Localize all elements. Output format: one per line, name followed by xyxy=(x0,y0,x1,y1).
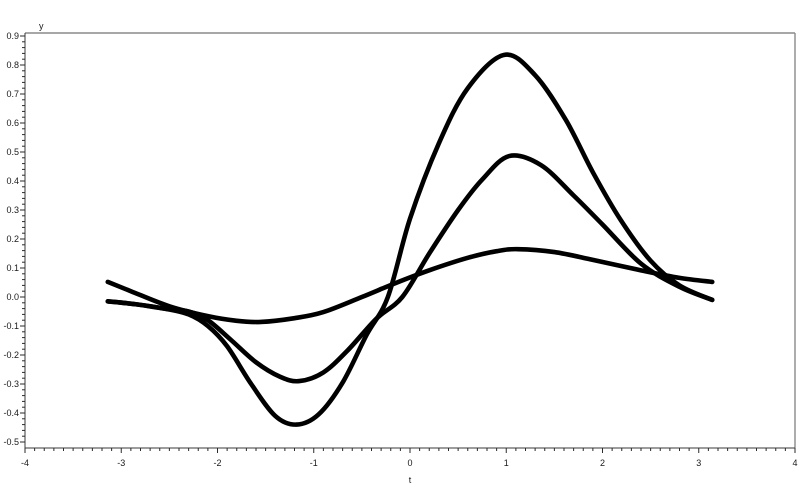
curve-series-1-large-amplitude xyxy=(105,52,715,427)
y-tick-label: 0.6 xyxy=(6,118,19,128)
y-tick-label: 0.5 xyxy=(6,147,19,157)
x-tick-label: 0 xyxy=(407,458,412,468)
y-tick-label: 0.2 xyxy=(6,234,19,244)
y-axis-ticks: 0.9 0.8 0.7 0.6 0.5 0.4 0.3 0.2 0.1 0.0 -0.1 -0.2 -0… xyxy=(3,31,25,447)
y-tick-label: 0.9 xyxy=(6,31,19,41)
curves xyxy=(105,52,715,427)
x-tick-label: -2 xyxy=(213,458,221,468)
y-tick-label: -0.4 xyxy=(3,408,19,418)
y-tick-label: 0.8 xyxy=(6,60,19,70)
y-tick-label: 0.0 xyxy=(6,292,19,302)
x-tick-label: 4 xyxy=(792,458,797,468)
y-tick-label: -0.3 xyxy=(3,379,19,389)
y-tick-label: 0.7 xyxy=(6,89,19,99)
y-tick-label: 0.3 xyxy=(6,205,19,215)
x-tick-label: -3 xyxy=(117,458,125,468)
y-axis-title: y xyxy=(39,21,44,31)
x-tick-label: -4 xyxy=(21,458,29,468)
plot-frame xyxy=(24,32,796,449)
x-tick-label: 3 xyxy=(696,458,701,468)
x-axis-ticks: -4 -3 -2 -1 0 1 2 3 4 xyxy=(21,448,798,468)
x-tick-label: -1 xyxy=(310,458,318,468)
y-tick-label: -0.1 xyxy=(3,321,19,331)
x-axis-title: t xyxy=(408,475,412,485)
curve-series-3-small-amplitude xyxy=(105,246,715,325)
y-tick-label: 0.4 xyxy=(6,176,19,186)
x-tick-label: 1 xyxy=(504,458,509,468)
x-tick-label: 2 xyxy=(600,458,605,468)
y-tick-label: 0.1 xyxy=(6,263,19,273)
y-tick-label: -0.2 xyxy=(3,350,19,360)
y-tick-label: -0.5 xyxy=(3,437,19,447)
